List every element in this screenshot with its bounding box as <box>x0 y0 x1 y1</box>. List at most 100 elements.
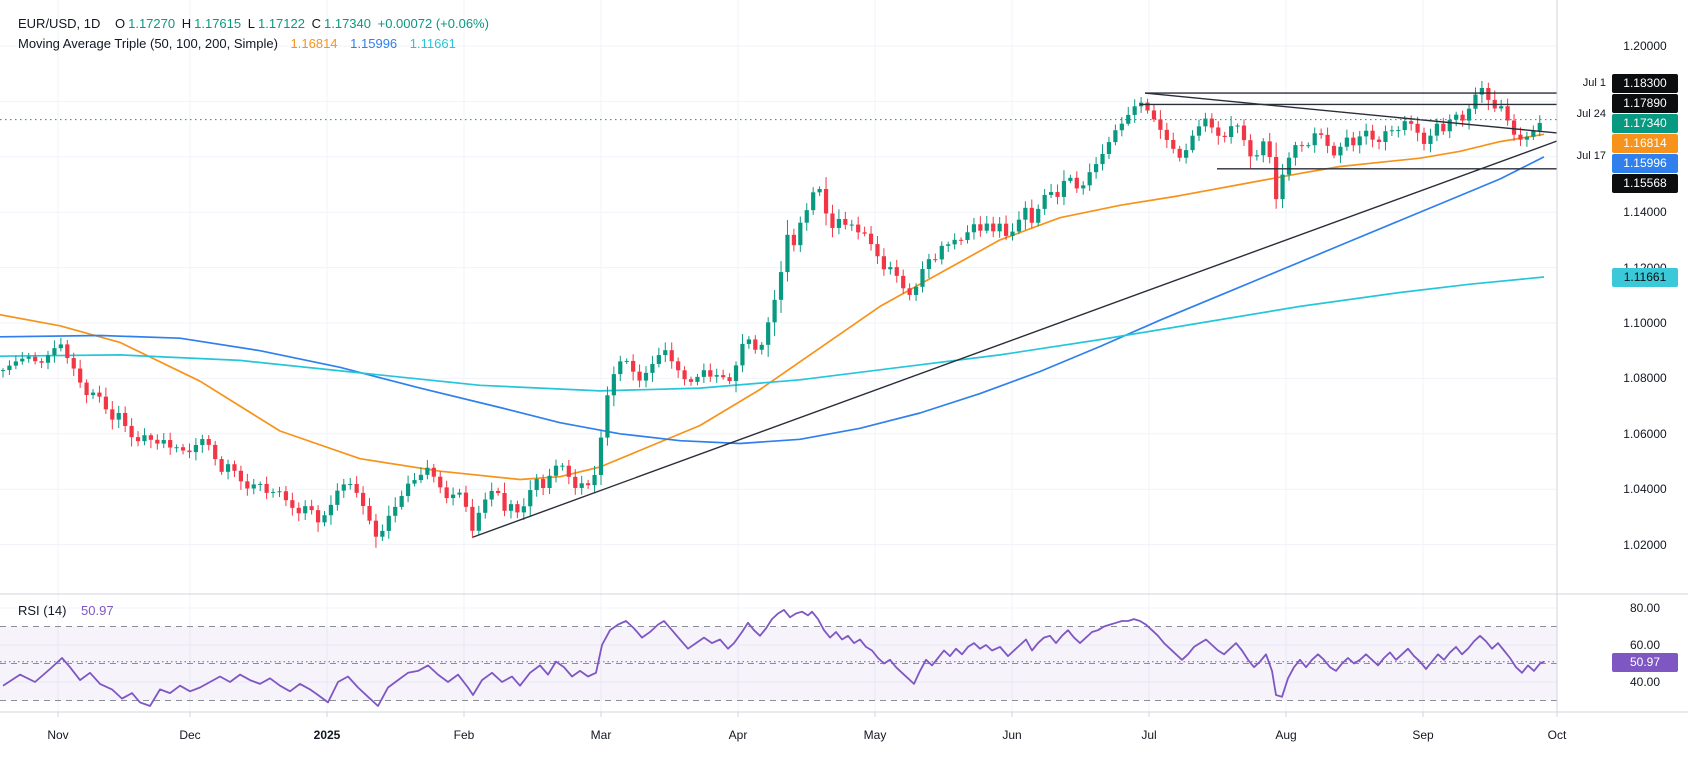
ma50-value: 1.16814 <box>290 36 338 51</box>
candle-body <box>682 370 687 380</box>
month-label: Aug <box>1275 728 1297 742</box>
candle-body <box>1068 177 1073 181</box>
candle-body <box>1274 156 1279 200</box>
price-axis-label: 1.06000 <box>1623 426 1667 441</box>
descending-trendline <box>1144 92 1558 134</box>
candle-body <box>727 377 732 382</box>
candle-body <box>1409 121 1414 124</box>
candle-body <box>180 447 186 451</box>
candle-body <box>1415 123 1420 133</box>
ma200-value: 1.11661 <box>409 36 456 51</box>
candle-body <box>1055 192 1060 197</box>
candle-body <box>1254 155 1259 157</box>
candle-body <box>541 479 546 488</box>
candle-body <box>868 233 874 245</box>
candle-body <box>1248 140 1253 157</box>
candle-body <box>875 244 880 257</box>
candle-body <box>277 491 282 493</box>
rsi-axis-label: 80.00 <box>1629 601 1661 615</box>
candle-body <box>367 505 372 521</box>
candle-body <box>245 481 250 489</box>
candle-body <box>849 224 854 226</box>
ma-indicator-legend[interactable]: Moving Average Triple (50, 100, 200, Sim… <box>18 36 459 51</box>
candle-body <box>354 483 359 493</box>
candle-body <box>412 480 417 484</box>
candle-body <box>1479 87 1484 95</box>
candle-body <box>515 504 520 513</box>
candle-body <box>296 507 301 514</box>
candle-body <box>1293 145 1298 158</box>
candle-body <box>13 361 18 366</box>
price-badge: 50.97 <box>1612 653 1678 672</box>
candle-body <box>1518 134 1523 140</box>
rsi-value: 50.97 <box>81 603 114 618</box>
candle-body <box>380 530 385 537</box>
candle-body <box>1151 110 1157 120</box>
candle-body <box>405 483 411 496</box>
candle-body <box>766 322 771 345</box>
candle-body <box>1126 114 1131 124</box>
candle-body <box>103 396 108 410</box>
price-badge: 1.18300 <box>1612 74 1678 93</box>
candle-body <box>341 484 346 491</box>
candle-body <box>965 232 970 240</box>
candle-body <box>0 370 6 372</box>
price-badge: 1.17890 <box>1612 94 1678 113</box>
rsi-indicator-legend[interactable]: RSI (14) 50.97 <box>18 603 117 618</box>
candle-body <box>168 440 173 448</box>
candle-body <box>836 218 841 228</box>
candle-body <box>258 483 263 485</box>
candle-body <box>232 464 237 471</box>
candle-body <box>740 343 745 366</box>
candle-body <box>547 475 552 488</box>
ma100-value: 1.15996 <box>350 36 398 51</box>
candle-body <box>1441 123 1446 132</box>
candle-body <box>65 344 70 359</box>
candle-body <box>7 365 12 371</box>
month-label: Dec <box>179 728 201 742</box>
candle-body <box>418 474 424 481</box>
candle-body <box>1145 102 1150 111</box>
candle-body <box>991 223 996 232</box>
candle-body <box>303 506 308 514</box>
price-badge: 1.17340 <box>1612 114 1678 133</box>
candle-body <box>1036 208 1041 223</box>
price-badge: 1.11661 <box>1612 268 1678 287</box>
month-label: May <box>863 728 887 742</box>
candle-body <box>45 355 51 363</box>
candle-body <box>1505 106 1510 121</box>
candle-body <box>521 506 526 513</box>
candle-body <box>637 371 642 381</box>
candle-body <box>438 476 443 488</box>
ohlc-legend[interactable]: EUR/USD, 1D O 1.17270 H 1.17615 L 1.17122 C… <box>18 16 492 31</box>
candle-body <box>881 256 887 270</box>
candle-body <box>1229 126 1234 138</box>
candle-body <box>71 358 76 369</box>
candle-body <box>888 267 893 270</box>
candle-body <box>328 504 334 516</box>
ma200-line <box>0 276 1545 392</box>
candle-body <box>135 437 141 442</box>
candle-body <box>1177 148 1182 158</box>
candle-body <box>1209 118 1214 128</box>
candle-body <box>148 435 153 440</box>
low-value: 1.17122 <box>257 16 305 31</box>
candle-body <box>1312 133 1317 146</box>
candle-body <box>225 464 231 472</box>
candle-body <box>451 494 456 499</box>
candle-body <box>856 224 861 233</box>
candle-body <box>373 520 379 537</box>
candle-body <box>1389 130 1394 132</box>
candle-body <box>1428 135 1433 144</box>
candle-body <box>116 412 121 420</box>
candle-body <box>1132 106 1137 115</box>
candle-body <box>1370 130 1375 140</box>
candle-body <box>560 465 565 467</box>
candle-body <box>688 379 694 382</box>
candle-body <box>1524 136 1530 140</box>
candle-body <box>155 439 160 444</box>
month-label: 2025 <box>313 728 341 742</box>
candle-body <box>971 224 977 233</box>
